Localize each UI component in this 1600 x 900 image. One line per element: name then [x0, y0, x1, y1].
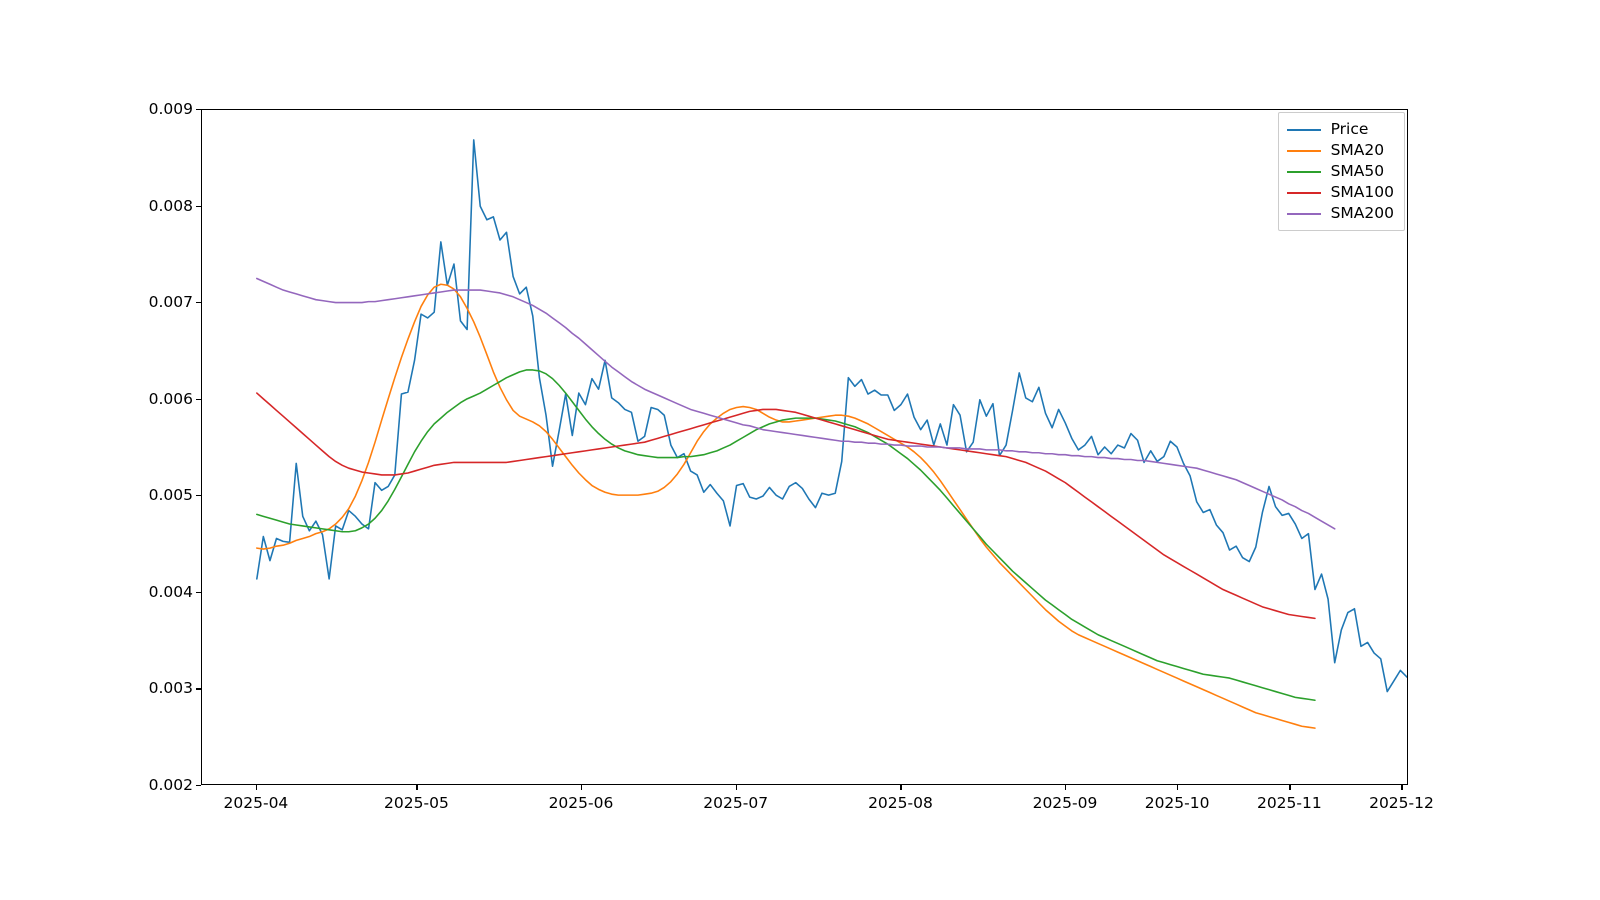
y-tick-mark [196, 398, 201, 400]
legend-item-price[interactable]: Price [1286, 119, 1394, 140]
y-tick-mark [196, 109, 201, 111]
x-tick-label: 2025-06 [548, 794, 614, 812]
x-tick-label: 2025-10 [1144, 794, 1210, 812]
legend-label: SMA20 [1330, 141, 1385, 159]
legend-swatch-sma200-icon [1286, 212, 1321, 215]
y-tick-label: 0.007 [148, 293, 193, 312]
y-tick-mark [196, 591, 201, 594]
legend-item-sma50[interactable]: SMA50 [1286, 161, 1394, 182]
y-tick-label: 0.005 [148, 486, 193, 505]
y-tick-mark [196, 205, 201, 207]
y-tick-mark [196, 302, 201, 304]
legend-item-sma200[interactable]: SMA200 [1286, 203, 1394, 224]
x-tick-mark [735, 785, 737, 790]
series-line-sma50 [257, 370, 1315, 700]
series-line-sma100 [257, 393, 1315, 618]
x-tick-label: 2025-11 [1256, 794, 1322, 812]
legend-label: SMA200 [1330, 204, 1394, 222]
chart-legend[interactable]: Price SMA20 SMA50 SMA100 SMA200 [1277, 112, 1405, 231]
x-tick-mark [1177, 785, 1179, 790]
legend-swatch-price-icon [1286, 128, 1321, 131]
x-tick-mark [1064, 785, 1067, 790]
x-tick-mark [1401, 785, 1403, 790]
x-tick-label: 2025-09 [1032, 794, 1098, 812]
x-tick-label: 2025-05 [384, 794, 449, 812]
legend-label: SMA100 [1330, 183, 1394, 201]
legend-swatch-sma100-icon [1286, 191, 1321, 194]
series-line-price [257, 140, 1407, 692]
series-line-sma20 [257, 284, 1315, 728]
x-tick-mark [1289, 785, 1291, 790]
legend-label: Price [1330, 120, 1369, 138]
x-tick-label: 2025-08 [868, 794, 933, 812]
series-line-sma200 [257, 279, 1335, 529]
y-tick-label: 0.006 [148, 389, 193, 408]
x-tick-mark [900, 785, 902, 790]
x-tick-label: 2025-04 [223, 794, 289, 812]
y-tick-mark [196, 688, 201, 690]
legend-swatch-sma20-icon [1286, 149, 1321, 152]
x-tick-label: 2025-07 [703, 794, 769, 812]
y-tick-label: 0.008 [148, 196, 193, 215]
legend-label: SMA50 [1330, 162, 1385, 180]
legend-item-sma20[interactable]: SMA20 [1286, 140, 1394, 161]
x-tick-mark [580, 785, 583, 790]
y-tick-label: 0.003 [148, 679, 193, 698]
legend-swatch-sma50-icon [1286, 170, 1321, 173]
y-tick-mark [196, 785, 201, 787]
x-tick-label: 2025-12 [1369, 794, 1434, 812]
legend-item-sma100[interactable]: SMA100 [1286, 182, 1394, 203]
chart-svg [202, 110, 1407, 784]
y-tick-label: 0.004 [148, 582, 193, 601]
x-tick-mark [416, 785, 418, 790]
y-tick-label: 0.002 [148, 776, 193, 794]
y-tick-mark [196, 495, 201, 497]
plot-area: Price SMA20 SMA50 SMA100 SMA200 [201, 109, 1408, 785]
y-tick-label: 0.009 [148, 100, 193, 118]
x-tick-mark [255, 785, 258, 790]
